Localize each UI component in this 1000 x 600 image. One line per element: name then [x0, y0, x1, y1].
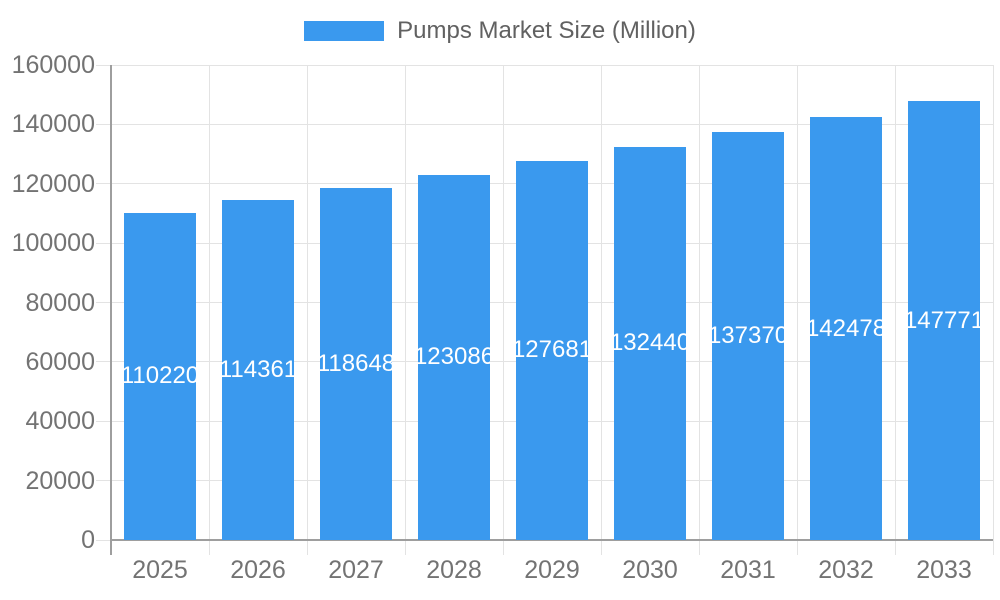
gridline-vertical — [894, 65, 896, 555]
y-tick-label: 80000 — [25, 288, 95, 317]
gridline-vertical — [796, 65, 798, 555]
y-tick-label: 160000 — [11, 51, 95, 79]
bar-value-label: 132440 — [614, 329, 686, 357]
legend-label: Pumps Market Size (Million) — [397, 17, 696, 44]
gridline-vertical — [992, 65, 994, 555]
y-tick-label: 60000 — [25, 347, 95, 376]
x-tick-label: 2033 — [916, 556, 972, 584]
x-tick-label: 2028 — [426, 556, 482, 584]
bar[interactable]: 142478 — [810, 117, 882, 540]
y-tick-label: 0 — [81, 526, 95, 554]
y-tick-label: 20000 — [25, 466, 95, 495]
bar-value-label: 137370 — [712, 322, 784, 350]
x-tick-label: 2029 — [524, 556, 580, 584]
gridline-vertical — [600, 65, 602, 555]
bar[interactable]: 137370 — [712, 132, 784, 540]
x-tick-label: 2030 — [622, 556, 678, 584]
gridline-vertical — [208, 65, 210, 555]
bar[interactable]: 132440 — [614, 146, 686, 540]
y-tick-label: 120000 — [11, 169, 95, 198]
bar-value-label: 114361 — [222, 356, 294, 384]
y-tick-label: 140000 — [11, 110, 95, 139]
bar[interactable]: 127681 — [516, 160, 588, 540]
bar-value-label: 118648 — [320, 349, 392, 377]
bar[interactable]: 118648 — [320, 187, 392, 540]
x-tick-label: 2025 — [132, 556, 188, 584]
gridline-horizontal — [96, 64, 993, 66]
gridline-vertical — [698, 65, 700, 555]
x-axis-line — [111, 539, 993, 541]
x-tick-label: 2032 — [818, 556, 874, 584]
gridline-vertical — [502, 65, 504, 555]
x-tick-label: 2031 — [720, 556, 776, 584]
bar[interactable]: 123086 — [418, 174, 490, 540]
bar[interactable]: 114361 — [222, 200, 294, 540]
x-tick-label: 2026 — [230, 556, 286, 584]
legend-item-pumps-market-size[interactable]: Pumps Market Size (Million) — [304, 17, 696, 45]
bar[interactable]: 147771 — [908, 101, 980, 540]
y-tick-label: 40000 — [25, 407, 95, 436]
bar-value-label: 127681 — [516, 336, 588, 364]
bar-value-label: 123086 — [418, 343, 490, 371]
chart-legend: Pumps Market Size (Million) — [0, 17, 1000, 45]
y-axis-line — [110, 65, 112, 555]
bar-value-label: 110220 — [124, 362, 196, 390]
bar[interactable]: 110220 — [124, 212, 196, 540]
y-tick-label: 100000 — [11, 229, 95, 258]
gridline-vertical — [404, 65, 406, 555]
gridline-vertical — [306, 65, 308, 555]
legend-swatch — [304, 21, 385, 41]
bar-value-label: 142478 — [810, 314, 882, 342]
x-tick-label: 2027 — [328, 556, 384, 584]
gridline-horizontal — [96, 123, 993, 125]
bar-value-label: 147771 — [908, 306, 980, 334]
